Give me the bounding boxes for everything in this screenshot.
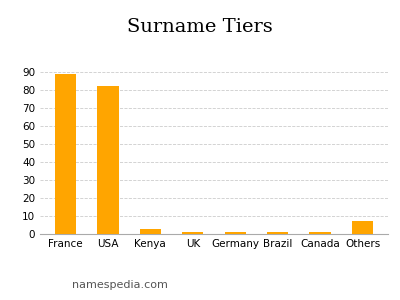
Bar bbox=[267, 232, 288, 234]
Bar bbox=[310, 232, 331, 234]
Text: Surname Tiers: Surname Tiers bbox=[127, 18, 273, 36]
Bar bbox=[182, 232, 203, 234]
Text: namespedia.com: namespedia.com bbox=[72, 280, 168, 290]
Bar bbox=[55, 74, 76, 234]
Bar bbox=[97, 86, 118, 234]
Bar bbox=[140, 229, 161, 234]
Bar bbox=[352, 221, 373, 234]
Bar bbox=[225, 232, 246, 234]
